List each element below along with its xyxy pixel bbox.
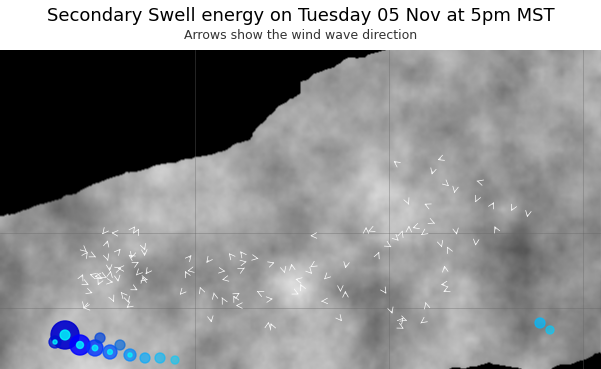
Circle shape [70,335,90,355]
Text: Secondary Swell energy on Tuesday 05 Nov at 5pm MST: Secondary Swell energy on Tuesday 05 Nov… [47,7,554,25]
Circle shape [115,340,125,350]
Text: Arrows show the wind wave direction: Arrows show the wind wave direction [184,30,417,42]
Circle shape [87,340,103,356]
Circle shape [108,349,112,355]
Circle shape [60,330,70,340]
Circle shape [140,353,150,363]
Circle shape [128,353,132,357]
Circle shape [92,345,98,351]
Circle shape [76,341,84,348]
Circle shape [103,345,117,359]
Circle shape [53,340,57,344]
Circle shape [124,349,136,361]
Circle shape [535,318,545,328]
Circle shape [546,326,554,334]
Circle shape [51,321,79,349]
Circle shape [95,333,105,343]
Circle shape [171,356,179,364]
Circle shape [155,353,165,363]
Circle shape [49,336,61,348]
